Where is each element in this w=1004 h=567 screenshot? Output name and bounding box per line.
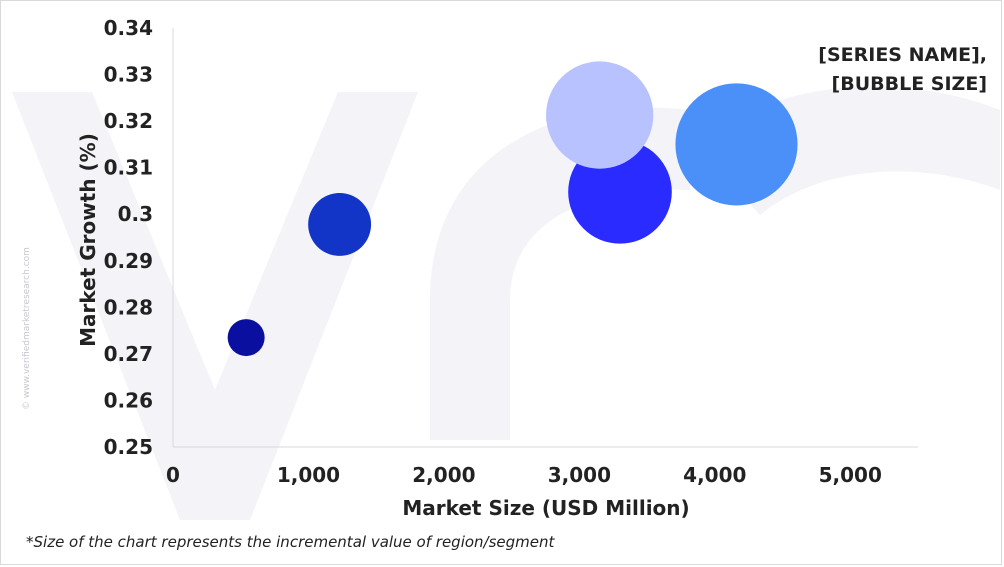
x-tick-label: 0 xyxy=(166,463,180,487)
y-tick-label: 0.27 xyxy=(104,342,153,366)
watermark-text: © www.verifiedmarketresearch.com xyxy=(22,247,32,410)
y-tick-label: 0.26 xyxy=(104,388,153,412)
bubble-1 xyxy=(227,319,265,357)
x-axis-title: Market Size (USD Million) xyxy=(402,496,689,520)
y-tick-labels: 0.25 0.26 0.27 0.28 0.29 0.3 0.31 0.32 0.33 0.34 xyxy=(104,16,153,459)
y-tick-label: 0.34 xyxy=(104,16,153,40)
y-tick-label: 0.33 xyxy=(104,63,153,87)
legend-note-line-2: [BUBBLE SIZE] xyxy=(832,73,987,95)
y-tick-label: 0.31 xyxy=(104,156,153,180)
y-axis-title: Market Growth (%) xyxy=(76,133,100,347)
bubble-4 xyxy=(546,61,654,169)
y-tick-label: 0.29 xyxy=(104,249,153,273)
y-tick-label: 0.28 xyxy=(104,295,153,319)
bubble-5 xyxy=(675,83,798,206)
y-tick-label: 0.32 xyxy=(104,109,153,133)
watermark-logo xyxy=(12,86,1000,520)
x-tick-label: 4,000 xyxy=(683,463,746,487)
x-tick-label: 1,000 xyxy=(277,463,340,487)
x-tick-label: 5,000 xyxy=(819,463,882,487)
bubbles xyxy=(227,61,798,357)
x-tick-labels: 0 1,000 2,000 3,000 4,000 5,000 xyxy=(166,463,882,487)
bubble-2 xyxy=(308,193,372,256)
footnote: *Size of the chart represents the increm… xyxy=(26,533,555,551)
y-tick-label: 0.25 xyxy=(104,435,153,459)
legend-note-line-1: [SERIES NAME], xyxy=(818,44,987,66)
x-tick-label: 2,000 xyxy=(412,463,475,487)
y-tick-label: 0.3 xyxy=(118,202,153,226)
x-tick-label: 3,000 xyxy=(548,463,611,487)
